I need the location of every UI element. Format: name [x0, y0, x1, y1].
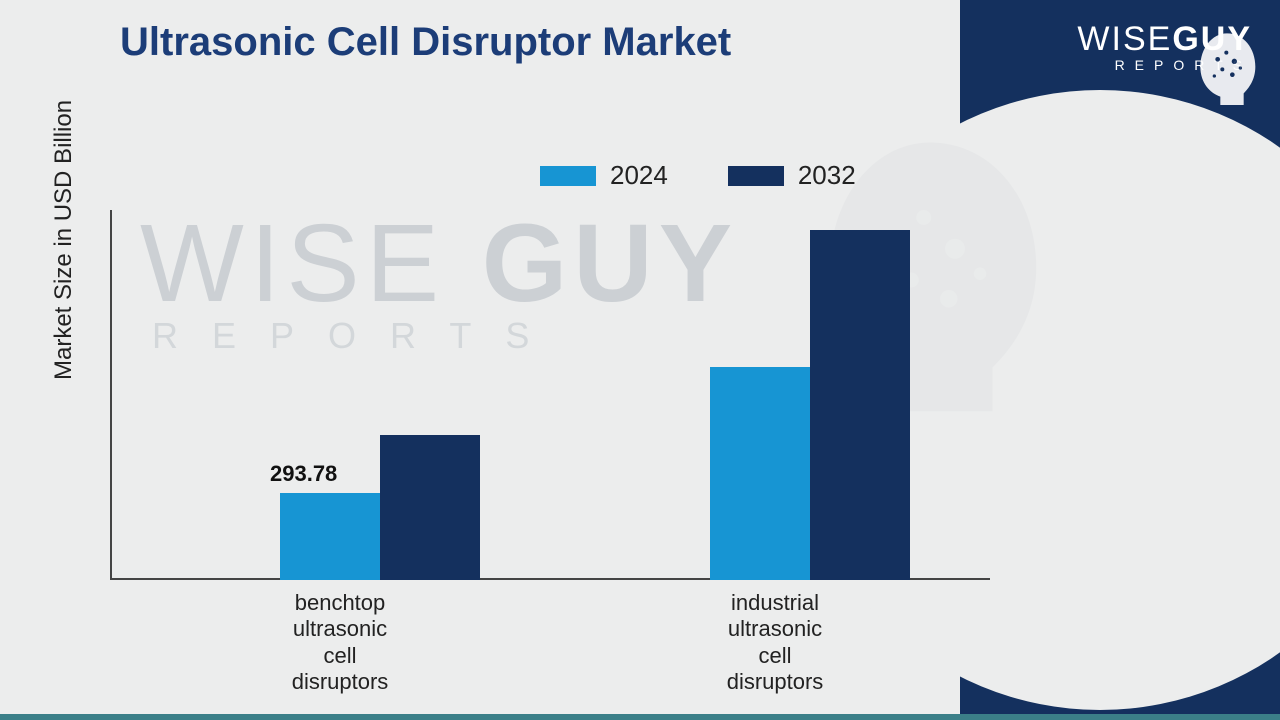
x-axis-label: industrialultrasoniccelldisruptors [705, 590, 845, 696]
stage: WISE GUY REPORTS Ultrasonic Cell Disrupt… [0, 0, 1280, 720]
legend: 2024 2032 [540, 160, 856, 191]
bar-group [280, 435, 480, 580]
bottom-accent-bar [0, 714, 1280, 720]
y-axis-label: Market Size in USD Billion [50, 100, 78, 380]
bar [810, 230, 910, 580]
legend-swatch-2032 [728, 166, 784, 186]
legend-item-2032: 2032 [728, 160, 856, 191]
bar [380, 435, 480, 580]
chart-title: Ultrasonic Cell Disruptor Market [120, 20, 731, 65]
x-axis-label: benchtopultrasoniccelldisruptors [270, 590, 410, 696]
bar [710, 367, 810, 580]
brand-head-icon [1192, 30, 1262, 110]
y-axis [110, 210, 112, 580]
legend-swatch-2024 [540, 166, 596, 186]
legend-label-2032: 2032 [798, 160, 856, 191]
bar-group [710, 230, 910, 580]
bar [280, 493, 380, 580]
chart-area: 293.78 [110, 210, 990, 580]
brand-logo: WISEGUY REPORTS [1077, 20, 1252, 73]
brand-line1-a: WISE [1077, 20, 1172, 58]
legend-label-2024: 2024 [610, 160, 668, 191]
legend-item-2024: 2024 [540, 160, 668, 191]
